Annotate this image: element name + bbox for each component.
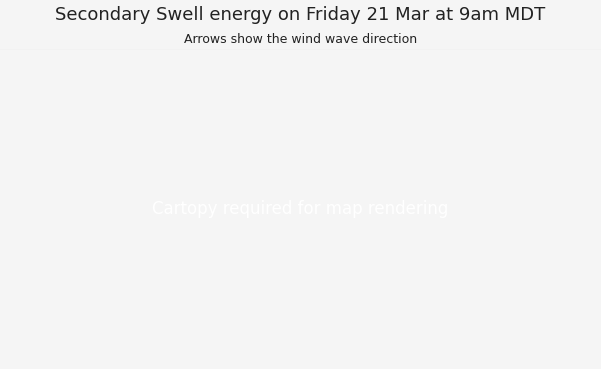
- Text: Cartopy required for map rendering: Cartopy required for map rendering: [152, 200, 449, 218]
- Text: Secondary Swell energy on Friday 21 Mar at 9am MDT: Secondary Swell energy on Friday 21 Mar …: [55, 6, 546, 24]
- Text: Arrows show the wind wave direction: Arrows show the wind wave direction: [184, 33, 417, 46]
